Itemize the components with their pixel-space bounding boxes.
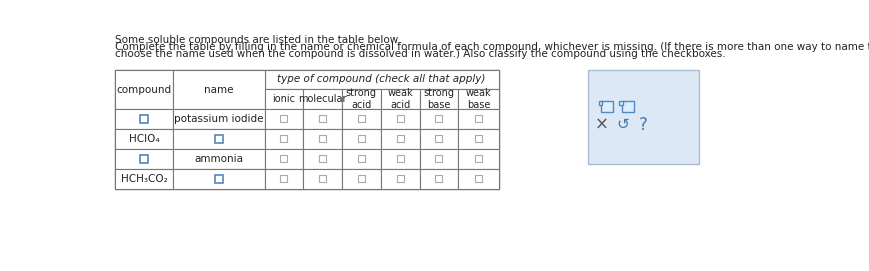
Bar — [173, 129, 264, 149]
Text: ↺: ↺ — [615, 117, 628, 133]
Bar — [396, 115, 403, 122]
Bar — [458, 89, 498, 109]
Bar — [303, 89, 342, 109]
Bar — [434, 135, 441, 142]
Text: strong
base: strong base — [423, 88, 454, 109]
Bar — [419, 109, 458, 129]
Bar — [458, 129, 498, 149]
Bar — [381, 169, 419, 189]
Text: ?: ? — [639, 116, 647, 134]
Bar — [474, 155, 481, 162]
Bar — [342, 169, 381, 189]
Bar — [396, 175, 403, 182]
Bar — [140, 115, 148, 123]
Bar — [303, 149, 342, 169]
Bar — [434, 175, 441, 182]
Bar — [342, 109, 381, 129]
Bar — [419, 149, 458, 169]
Bar — [115, 70, 173, 109]
Bar — [173, 109, 264, 129]
Text: Some soluble compounds are listed in the table below.: Some soluble compounds are listed in the… — [115, 35, 400, 45]
Bar — [115, 109, 173, 129]
Bar — [319, 175, 326, 182]
Text: weak
base: weak base — [465, 88, 491, 109]
Bar — [357, 175, 364, 182]
Bar — [381, 109, 419, 129]
Bar — [396, 155, 403, 162]
Bar — [396, 135, 403, 142]
Bar — [381, 89, 419, 109]
Bar — [173, 169, 264, 189]
Bar — [419, 169, 458, 189]
Text: compound: compound — [116, 85, 171, 95]
Bar — [280, 135, 287, 142]
Bar — [342, 129, 381, 149]
Text: ×: × — [594, 116, 608, 134]
Text: weak
acid: weak acid — [387, 88, 413, 109]
Bar — [474, 115, 481, 122]
Text: potassium iodide: potassium iodide — [174, 114, 263, 124]
Bar — [264, 109, 303, 129]
Bar — [264, 70, 498, 89]
Text: ammonia: ammonia — [194, 154, 243, 164]
Bar — [587, 70, 699, 164]
Bar — [215, 134, 222, 143]
Text: HCH₃CO₂: HCH₃CO₂ — [121, 174, 167, 184]
Bar — [303, 109, 342, 129]
Bar — [598, 101, 601, 105]
Bar — [280, 155, 287, 162]
Bar — [381, 129, 419, 149]
Bar — [264, 149, 303, 169]
Text: ionic: ionic — [272, 94, 295, 104]
Text: strong
acid: strong acid — [346, 88, 376, 109]
Bar — [173, 70, 264, 109]
Bar — [434, 155, 441, 162]
Bar — [303, 129, 342, 149]
Bar — [115, 129, 173, 149]
Bar — [474, 135, 481, 142]
Bar — [357, 135, 364, 142]
Bar — [600, 101, 613, 112]
Bar — [458, 169, 498, 189]
Bar — [458, 109, 498, 129]
Bar — [342, 149, 381, 169]
Bar — [474, 175, 481, 182]
Bar — [319, 155, 326, 162]
Bar — [264, 169, 303, 189]
Text: type of compound (check all that apply): type of compound (check all that apply) — [277, 75, 485, 85]
Bar — [173, 149, 264, 169]
Bar — [434, 115, 441, 122]
Bar — [280, 175, 287, 182]
Bar — [619, 101, 622, 105]
Bar — [264, 89, 303, 109]
Bar — [342, 89, 381, 109]
Text: name: name — [204, 85, 233, 95]
Bar — [303, 169, 342, 189]
Bar — [458, 149, 498, 169]
Bar — [357, 155, 364, 162]
Bar — [319, 135, 326, 142]
Bar — [319, 115, 326, 122]
Text: Complete the table by filling in the name or chemical formula of each compound, : Complete the table by filling in the nam… — [115, 42, 869, 52]
Bar — [115, 149, 173, 169]
Bar — [357, 115, 364, 122]
Text: choose the name used when the compound is dissolved in water.) Also classify the: choose the name used when the compound i… — [115, 49, 725, 59]
Bar — [115, 70, 498, 189]
Bar — [280, 115, 287, 122]
Bar — [419, 89, 458, 109]
Bar — [419, 129, 458, 149]
Bar — [621, 101, 634, 112]
Bar — [140, 154, 148, 163]
Text: molecular: molecular — [298, 94, 347, 104]
Text: HClO₄: HClO₄ — [129, 134, 159, 144]
Bar — [215, 175, 222, 183]
Bar — [264, 129, 303, 149]
Bar — [115, 169, 173, 189]
Bar — [381, 149, 419, 169]
